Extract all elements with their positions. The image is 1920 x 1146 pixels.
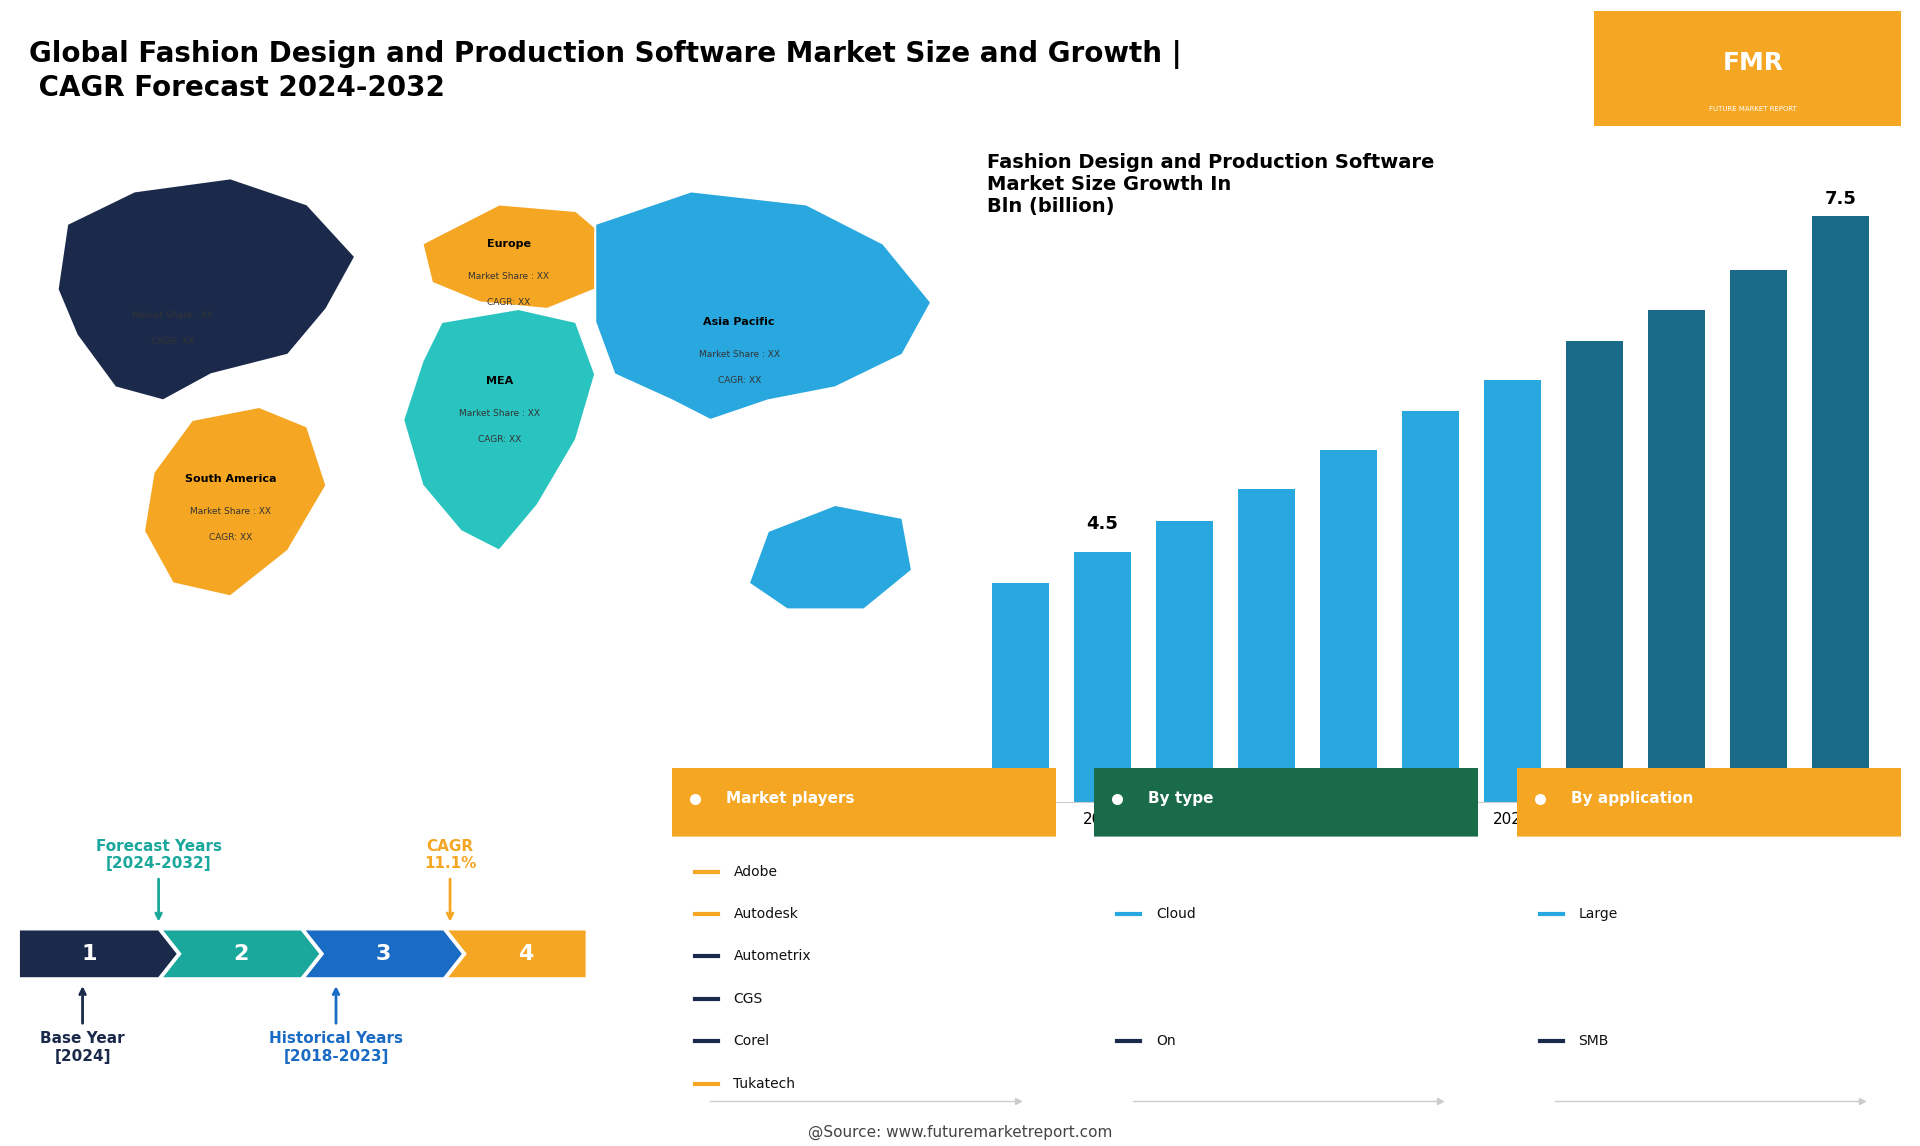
Polygon shape (19, 929, 177, 978)
Text: Market Share : XX: Market Share : XX (699, 351, 780, 359)
Polygon shape (595, 191, 931, 421)
Text: 2: 2 (232, 944, 250, 964)
Bar (1402, 411, 1459, 802)
Text: Autodesk: Autodesk (733, 906, 799, 921)
Text: Tukatech: Tukatech (733, 1076, 795, 1091)
Text: Base Year
[2024]: Base Year [2024] (40, 1031, 125, 1063)
Polygon shape (749, 505, 912, 610)
Bar (1812, 215, 1870, 802)
Text: 3: 3 (376, 944, 392, 964)
Bar (1073, 552, 1131, 802)
Text: FUTURE MARKET REPORT: FUTURE MARKET REPORT (1709, 105, 1797, 112)
Bar (1319, 450, 1377, 802)
Bar (1730, 270, 1788, 802)
Bar (1238, 489, 1294, 802)
FancyBboxPatch shape (664, 761, 1064, 837)
Polygon shape (422, 204, 614, 309)
FancyBboxPatch shape (1578, 6, 1916, 132)
Bar (991, 583, 1048, 802)
Text: CAGR: XX: CAGR: XX (718, 376, 760, 385)
Text: Adobe: Adobe (733, 864, 778, 879)
Polygon shape (161, 929, 321, 978)
Text: 1: 1 (81, 944, 96, 964)
Text: Forecast Years
[2024-2032]: Forecast Years [2024-2032] (96, 839, 221, 871)
Text: Market Share : XX: Market Share : XX (190, 507, 271, 516)
Text: @Source: www.futuremarketreport.com: @Source: www.futuremarketreport.com (808, 1125, 1112, 1140)
Polygon shape (403, 309, 595, 551)
Text: Historical Years
[2018-2023]: Historical Years [2018-2023] (269, 1031, 403, 1063)
Text: Market Share : XX: Market Share : XX (468, 272, 549, 281)
Text: By type: By type (1148, 791, 1213, 807)
FancyBboxPatch shape (1091, 764, 1482, 1115)
Text: South America: South America (184, 473, 276, 484)
Polygon shape (447, 929, 586, 978)
FancyBboxPatch shape (1509, 761, 1908, 837)
Text: Market players: Market players (726, 791, 854, 807)
Text: 4: 4 (518, 944, 534, 964)
Text: CAGR Forecast 2024-2032: CAGR Forecast 2024-2032 (29, 74, 445, 102)
Text: Cloud: Cloud (1156, 906, 1196, 921)
Text: By application: By application (1571, 791, 1693, 807)
Text: 7.5: 7.5 (1824, 190, 1857, 207)
Text: SMB: SMB (1578, 1034, 1609, 1049)
Text: Global Fashion Design and Production Software Market Size and Growth |: Global Fashion Design and Production Sof… (29, 40, 1181, 69)
Polygon shape (144, 407, 326, 596)
Bar (1156, 520, 1213, 802)
Text: Asia Pacific: Asia Pacific (703, 317, 776, 327)
Text: Autometrix: Autometrix (733, 949, 810, 964)
Text: North America: North America (127, 277, 219, 288)
Text: Large: Large (1578, 906, 1617, 921)
FancyBboxPatch shape (1513, 764, 1905, 1115)
Bar (1567, 340, 1622, 802)
Text: CAGR: XX: CAGR: XX (478, 435, 520, 445)
Bar (1647, 309, 1705, 802)
Text: Corel: Corel (733, 1034, 770, 1049)
Text: CAGR: XX: CAGR: XX (209, 533, 252, 542)
Text: CAGR
11.1%: CAGR 11.1% (424, 839, 476, 871)
Text: Market Share : XX: Market Share : XX (459, 409, 540, 418)
Text: CAGR: XX: CAGR: XX (152, 337, 194, 346)
Text: On: On (1156, 1034, 1175, 1049)
Polygon shape (58, 179, 355, 400)
Text: FMR: FMR (1722, 52, 1784, 74)
Polygon shape (303, 929, 463, 978)
FancyBboxPatch shape (1087, 761, 1486, 837)
Text: MEA: MEA (486, 376, 513, 386)
Text: CAGR: XX: CAGR: XX (488, 298, 530, 307)
FancyBboxPatch shape (668, 764, 1060, 1115)
Text: Europe: Europe (488, 238, 530, 249)
Text: Fashion Design and Production Software
Market Size Growth In
Bln (billion): Fashion Design and Production Software M… (987, 154, 1434, 217)
Text: CGS: CGS (733, 991, 762, 1006)
Bar (1484, 380, 1542, 802)
Text: Market Share : XX: Market Share : XX (132, 311, 213, 320)
Text: 4.5: 4.5 (1087, 515, 1117, 533)
